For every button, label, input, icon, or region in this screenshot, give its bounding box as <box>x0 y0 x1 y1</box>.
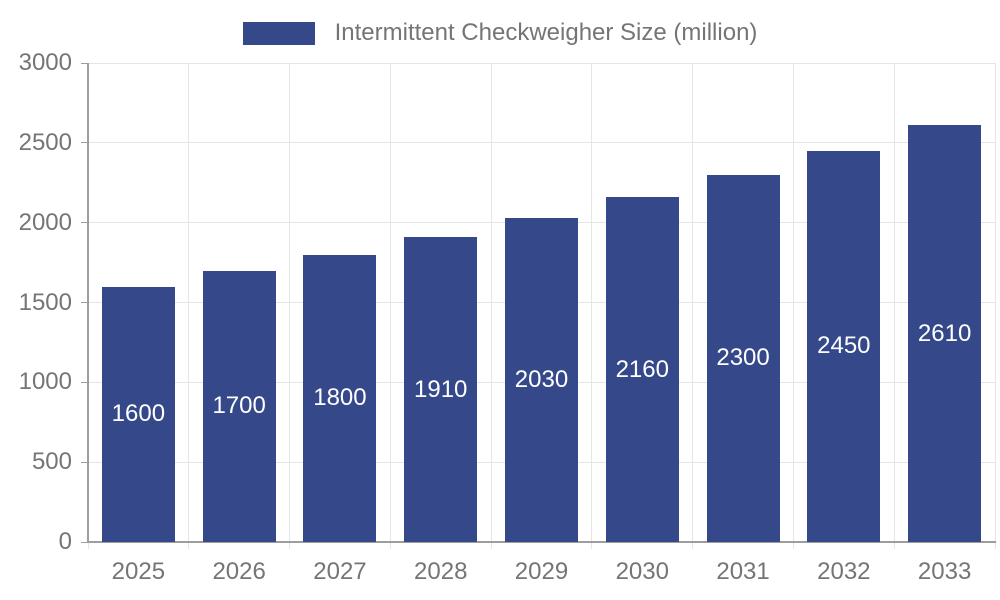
gridline-horizontal <box>88 62 995 64</box>
bar-value-label: 1600 <box>111 400 166 428</box>
bar-value-label: 2300 <box>716 344 770 372</box>
x-axis-tick-label: 2030 <box>615 558 669 585</box>
y-axis-tick <box>81 541 88 543</box>
gridline-vertical <box>389 63 391 542</box>
gridline-vertical <box>692 63 694 542</box>
x-axis-tick-label: 2028 <box>414 558 468 585</box>
legend-label: Intermittent Checkweigher Size (million) <box>334 19 758 46</box>
x-axis-tick-label: 2029 <box>514 558 569 585</box>
y-axis-tick <box>81 381 88 383</box>
x-axis-line <box>87 541 996 543</box>
plot-area: 1600 1700 1800 1910 2030 2160 2300 2450 2610 <box>87 62 996 543</box>
bar-2033[interactable]: 2610 <box>908 125 982 542</box>
y-axis-tick-label: 2000 <box>18 208 72 236</box>
x-axis-tick <box>389 543 391 549</box>
x-axis-tick <box>893 543 895 549</box>
x-axis-tick <box>87 543 89 549</box>
x-axis-tick <box>188 543 190 549</box>
y-axis-tick-label: 0 <box>58 528 72 555</box>
bar-2028[interactable]: 1910 <box>404 237 478 542</box>
y-axis-tick <box>81 142 88 144</box>
bar-value-label: 2450 <box>817 332 871 360</box>
x-axis-tick-label: 2032 <box>817 558 871 585</box>
bar-value-label: 2030 <box>514 365 569 393</box>
bar-value-label: 2160 <box>615 355 669 383</box>
y-axis-tick <box>81 302 88 303</box>
gridline-vertical <box>893 63 895 542</box>
gridline-vertical <box>188 63 190 542</box>
legend-swatch <box>242 21 315 45</box>
y-axis-tick-label: 1500 <box>18 288 72 316</box>
x-axis-tick-label: 2026 <box>212 558 266 585</box>
bar-2027[interactable]: 1800 <box>303 254 377 542</box>
bar-value-label: 1910 <box>414 375 468 403</box>
x-axis-tick <box>692 543 694 549</box>
y-axis-tick-label: 2500 <box>18 128 72 156</box>
gridline-vertical <box>289 63 291 542</box>
bar-value-label: 1700 <box>212 392 266 420</box>
x-axis-tick <box>289 543 291 549</box>
gridline-vertical <box>994 63 996 542</box>
x-axis-tick-label: 2025 <box>111 558 166 585</box>
bar-2031[interactable]: 2300 <box>706 174 780 542</box>
y-axis-line <box>87 63 89 542</box>
gridline-horizontal <box>88 142 995 144</box>
x-axis-tick-label: 2027 <box>313 558 367 585</box>
y-axis-tick-label: 500 <box>31 448 72 476</box>
x-axis-tick <box>994 543 996 549</box>
y-axis-tick-label: 3000 <box>18 49 72 76</box>
y-axis-tick <box>81 62 88 64</box>
gridline-vertical <box>792 63 794 542</box>
x-axis-tick <box>591 543 593 549</box>
chart-legend[interactable]: Intermittent Checkweigher Size (million) <box>0 19 1000 47</box>
bar-value-label: 1800 <box>313 384 367 412</box>
bar-2030[interactable]: 2160 <box>605 197 679 542</box>
x-axis-tick-label: 2031 <box>716 558 770 585</box>
y-axis-tick-label: 1000 <box>18 368 72 396</box>
y-axis-tick <box>81 461 88 463</box>
bar-value-label: 2610 <box>917 319 972 347</box>
gridline-vertical <box>591 63 593 542</box>
bar-2032[interactable]: 2450 <box>807 150 881 542</box>
x-axis-tick <box>490 543 492 549</box>
gridline-vertical <box>490 63 492 542</box>
y-axis-tick <box>81 222 88 224</box>
x-axis-tick-label: 2033 <box>917 558 972 585</box>
x-axis-tick <box>792 543 794 549</box>
bar-2029[interactable]: 2030 <box>505 217 578 542</box>
bar-2025[interactable]: 1600 <box>101 286 175 542</box>
bar-2026[interactable]: 1700 <box>202 270 276 542</box>
